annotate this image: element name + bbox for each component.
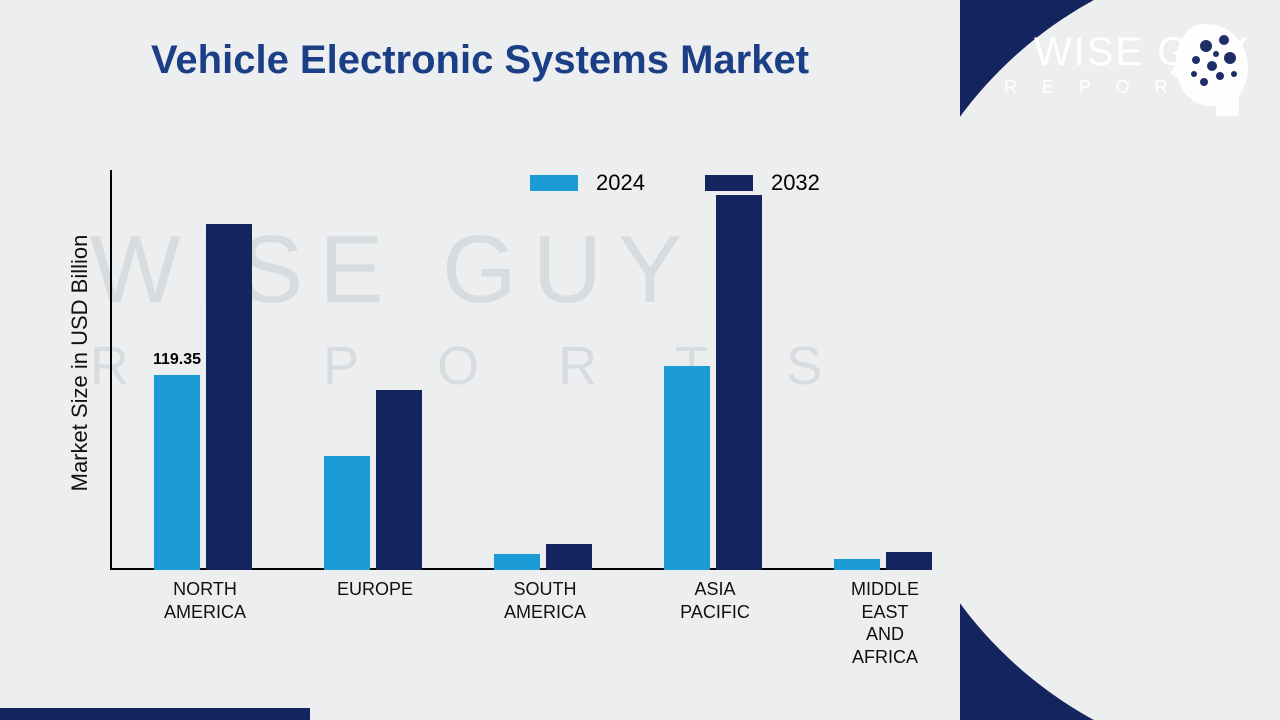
bottom-accent-bar bbox=[0, 708, 310, 720]
bar-2032 bbox=[206, 224, 252, 570]
bar-2024 bbox=[154, 375, 200, 570]
brand-head-icon bbox=[1146, 16, 1256, 126]
bar-2032 bbox=[376, 390, 422, 570]
bar-2024 bbox=[834, 559, 880, 570]
bar-2024 bbox=[494, 554, 540, 570]
bar-2032 bbox=[546, 544, 592, 570]
category-label: SOUTHAMERICA bbox=[475, 578, 615, 623]
bar-2032 bbox=[716, 195, 762, 571]
category-label: NORTHAMERICA bbox=[135, 578, 275, 623]
chart-title: Vehicle Electronic Systems Market bbox=[0, 38, 960, 83]
bar-2024 bbox=[664, 366, 710, 570]
canvas: WISE GUY R E P O R T S WISE GUY R E P O … bbox=[0, 0, 1280, 720]
y-axis-line bbox=[110, 170, 112, 570]
bar-2024 bbox=[324, 456, 370, 570]
bar-value-label: 119.35 bbox=[153, 351, 201, 369]
bar-2032 bbox=[886, 552, 932, 570]
y-axis-label: Market Size in USD Billion bbox=[67, 163, 93, 563]
brand-sidebar: WISE GUY R E P O R T S bbox=[960, 0, 1280, 720]
y-axis-label-wrap: Market Size in USD Billion bbox=[60, 170, 90, 570]
brand-logo: WISE GUY R E P O R T S bbox=[1004, 30, 1250, 98]
category-label: ASIAPACIFIC bbox=[645, 578, 785, 623]
category-label: MIDDLEEASTANDAFRICA bbox=[815, 578, 955, 668]
chart-area: Market Size in USD Billion 2024 2032 119… bbox=[60, 170, 940, 600]
plot-area: 119.35 bbox=[110, 170, 930, 570]
category-label: EUROPE bbox=[305, 578, 445, 601]
